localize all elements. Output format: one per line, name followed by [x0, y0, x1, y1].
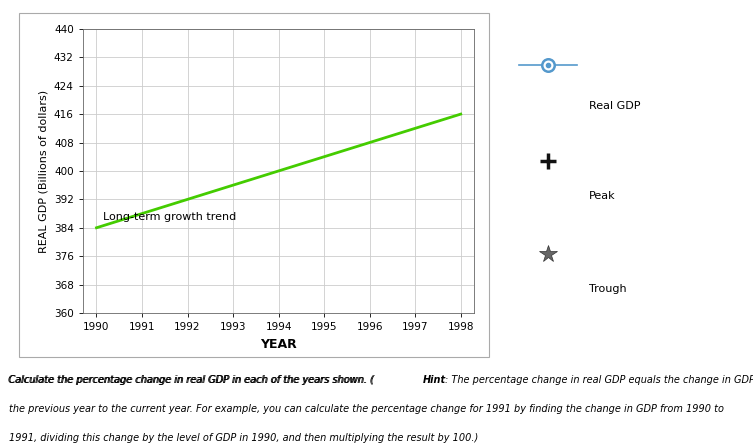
- X-axis label: YEAR: YEAR: [261, 337, 297, 351]
- Y-axis label: REAL GDP (Billions of dollars): REAL GDP (Billions of dollars): [38, 89, 48, 253]
- Text: Calculate the percentage change in real GDP in each of the years shown. (: Calculate the percentage change in real …: [9, 375, 374, 385]
- Text: Long-term growth trend: Long-term growth trend: [103, 212, 236, 222]
- Text: 1991, dividing this change by the level of GDP in 1990, and then multiplying the: 1991, dividing this change by the level …: [9, 433, 478, 443]
- Text: the previous year to the current year. For example, you can calculate the percen: the previous year to the current year. F…: [9, 404, 724, 414]
- Text: Peak: Peak: [589, 190, 615, 201]
- Text: Real GDP: Real GDP: [589, 101, 640, 111]
- Text: Trough: Trough: [589, 284, 626, 293]
- Text: : The percentage change in real GDP equals the change in GDP from: : The percentage change in real GDP equa…: [445, 375, 753, 385]
- Text: Hint: Hint: [422, 375, 446, 385]
- Text: Calculate the percentage change in real GDP in each of the years shown. (: Calculate the percentage change in real …: [8, 375, 373, 385]
